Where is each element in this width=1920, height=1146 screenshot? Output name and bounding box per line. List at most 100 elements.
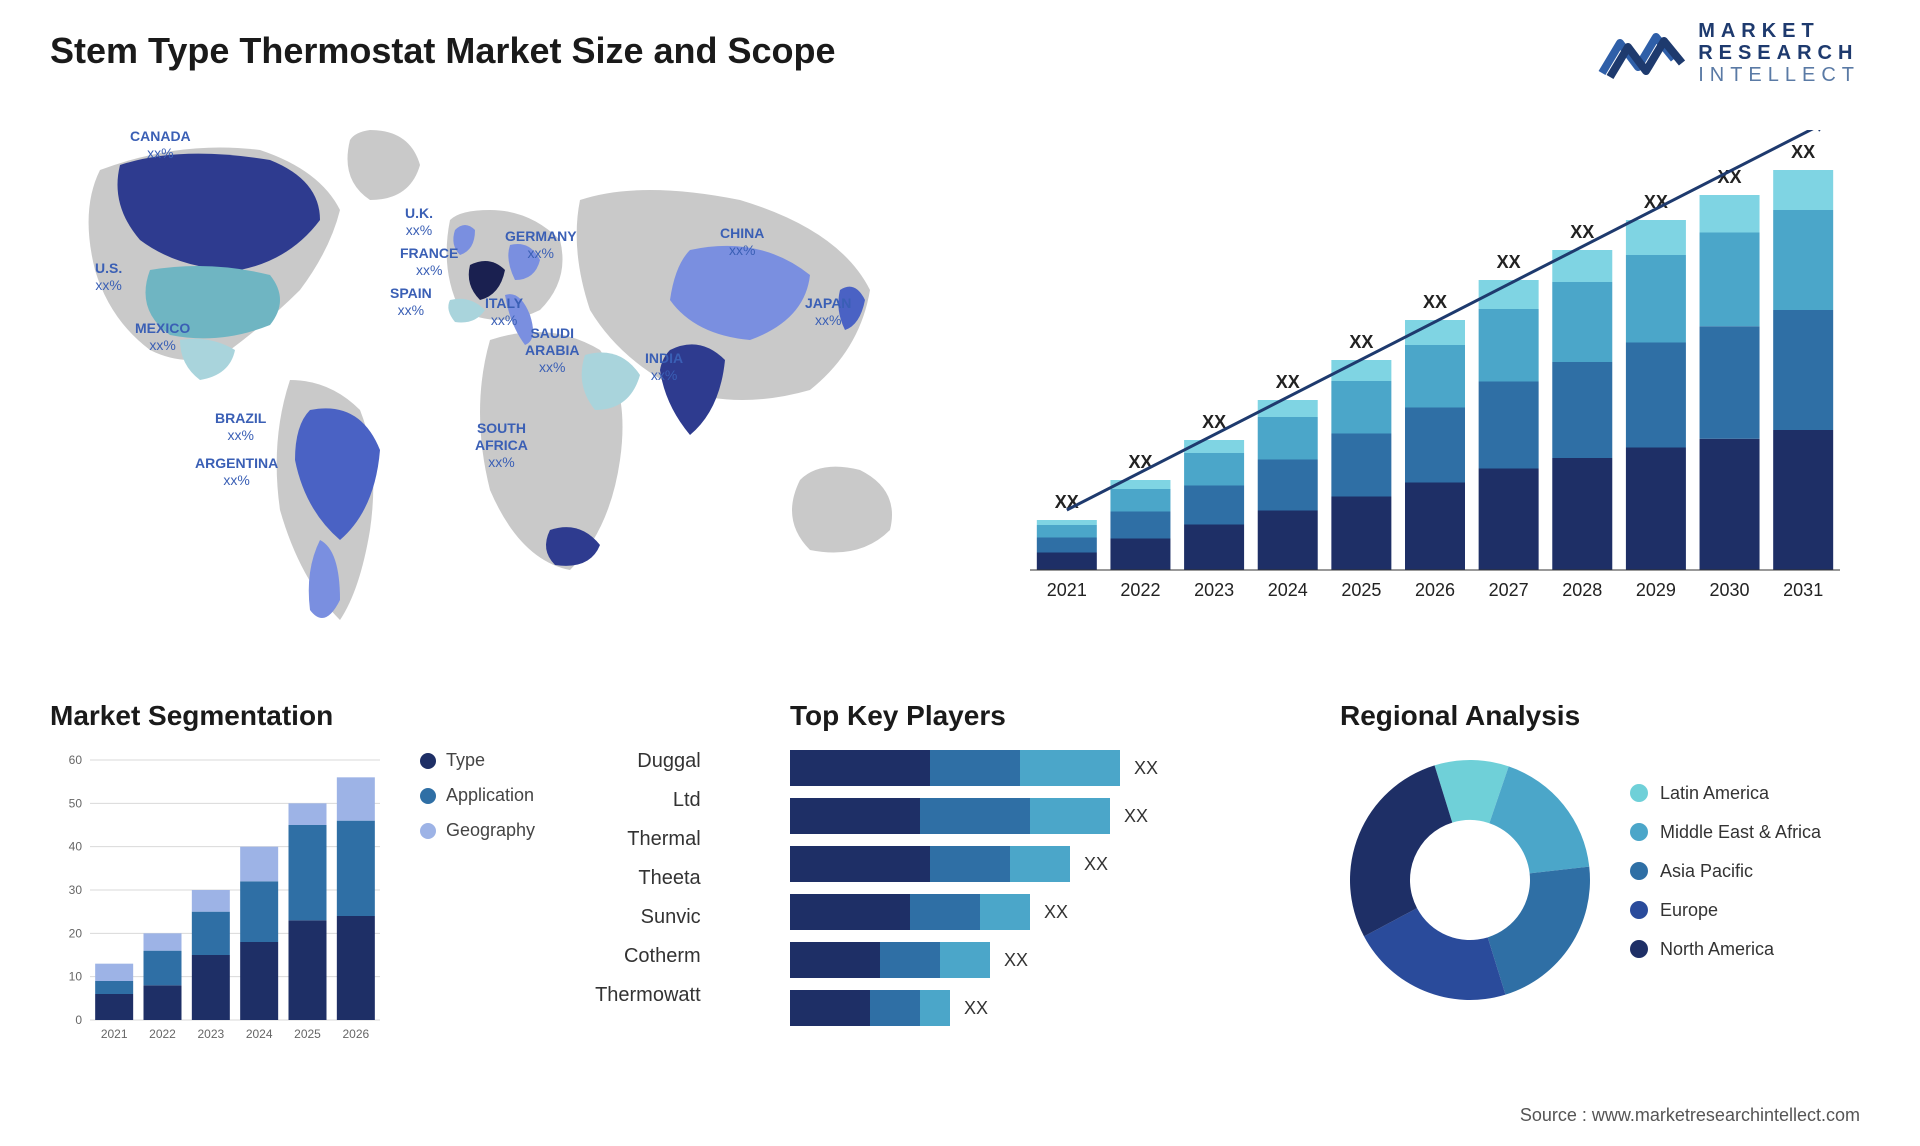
legend-label: Latin America xyxy=(1660,783,1769,804)
legend-item: Application xyxy=(420,785,535,806)
player-value: XX xyxy=(1084,854,1108,875)
svg-text:2021: 2021 xyxy=(101,1027,128,1041)
svg-text:2024: 2024 xyxy=(1268,580,1308,600)
svg-text:0: 0 xyxy=(75,1013,82,1027)
player-row: XX xyxy=(790,798,1300,834)
player-bar-segment xyxy=(1030,798,1110,834)
player-row: XX xyxy=(790,846,1300,882)
svg-text:XX: XX xyxy=(1423,292,1447,312)
player-bar xyxy=(790,846,1070,882)
svg-text:2024: 2024 xyxy=(246,1027,273,1041)
list-item: Thermowatt xyxy=(595,984,701,1007)
map-label: MEXICOxx% xyxy=(135,320,190,354)
legend-item: Europe xyxy=(1630,900,1821,921)
map-label: SPAINxx% xyxy=(390,285,432,319)
svg-text:30: 30 xyxy=(69,883,83,897)
player-bar-segment xyxy=(880,942,940,978)
legend-item: Latin America xyxy=(1630,783,1821,804)
svg-text:2031: 2031 xyxy=(1783,580,1823,600)
top-players-title: Top Key Players xyxy=(790,700,1300,732)
legend-swatch xyxy=(1630,862,1648,880)
growth-bar-chart: XX2021XX2022XX2023XX2024XX2025XX2026XX20… xyxy=(1010,130,1860,610)
list-item: Duggal xyxy=(595,750,701,773)
logo-text: MARKET RESEARCH INTELLECT xyxy=(1698,20,1860,86)
legend-swatch xyxy=(1630,901,1648,919)
legend-swatch xyxy=(1630,940,1648,958)
map-label: GERMANYxx% xyxy=(505,228,577,262)
map-label: CHINAxx% xyxy=(720,225,764,259)
page-title: Stem Type Thermostat Market Size and Sco… xyxy=(50,30,836,72)
list-item: Ltd xyxy=(595,789,701,812)
segmentation-chart: 0102030405060202120222023202420252026 xyxy=(50,750,390,1050)
player-bar-segment xyxy=(790,990,870,1026)
svg-text:10: 10 xyxy=(69,970,83,984)
player-value: XX xyxy=(1124,806,1148,827)
svg-text:2029: 2029 xyxy=(1636,580,1676,600)
svg-text:2021: 2021 xyxy=(1047,580,1087,600)
segmentation-side-list: DuggalLtdThermalTheetaSunvicCothermTherm… xyxy=(595,750,701,1023)
legend-item: Middle East & Africa xyxy=(1630,822,1821,843)
legend-label: Middle East & Africa xyxy=(1660,822,1821,843)
player-bar-segment xyxy=(940,942,990,978)
source-note: Source : www.marketresearchintellect.com xyxy=(1520,1105,1860,1126)
player-bar-segment xyxy=(790,750,930,786)
player-bar-segment xyxy=(930,750,1020,786)
legend-label: Type xyxy=(446,750,485,771)
svg-text:XX: XX xyxy=(1570,222,1594,242)
map-label: JAPANxx% xyxy=(805,295,851,329)
player-bar-segment xyxy=(790,846,930,882)
player-bar-segment xyxy=(920,990,950,1026)
legend-label: Geography xyxy=(446,820,535,841)
svg-text:50: 50 xyxy=(69,796,83,810)
player-bar xyxy=(790,990,950,1026)
map-label: FRANCExx% xyxy=(400,245,458,279)
svg-text:XX: XX xyxy=(1497,252,1521,272)
svg-text:20: 20 xyxy=(69,926,83,940)
player-bar-segment xyxy=(790,894,910,930)
map-label: BRAZILxx% xyxy=(215,410,266,444)
svg-text:XX: XX xyxy=(1791,142,1815,162)
map-label: U.K.xx% xyxy=(405,205,433,239)
legend-swatch xyxy=(420,788,436,804)
player-bar xyxy=(790,750,1120,786)
top-players-section: Top Key Players XXXXXXXXXXXX xyxy=(790,700,1300,1038)
legend-swatch xyxy=(1630,823,1648,841)
legend-swatch xyxy=(420,823,436,839)
regional-section: Regional Analysis Latin AmericaMiddle Ea… xyxy=(1340,700,1870,1010)
player-value: XX xyxy=(1004,950,1028,971)
regional-legend: Latin America Middle East & Africa Asia Pa… xyxy=(1630,783,1821,978)
player-bar-segment xyxy=(910,894,980,930)
legend-label: Application xyxy=(446,785,534,806)
map-label: SAUDIARABIAxx% xyxy=(525,325,579,375)
svg-text:2027: 2027 xyxy=(1489,580,1529,600)
list-item: Sunvic xyxy=(595,906,701,929)
map-label: U.S.xx% xyxy=(95,260,122,294)
svg-text:2023: 2023 xyxy=(1194,580,1234,600)
legend-label: Europe xyxy=(1660,900,1718,921)
regional-donut-chart xyxy=(1340,750,1600,1010)
segmentation-section: Market Segmentation 01020304050602021202… xyxy=(50,700,730,1050)
world-map: CANADAxx%U.S.xx%MEXICOxx%BRAZILxx%ARGENT… xyxy=(40,110,960,670)
player-bar-segment xyxy=(1020,750,1120,786)
list-item: Thermal xyxy=(595,828,701,851)
player-bar xyxy=(790,942,990,978)
legend-label: North America xyxy=(1660,939,1774,960)
svg-text:2030: 2030 xyxy=(1710,580,1750,600)
player-row: XX xyxy=(790,894,1300,930)
svg-text:XX: XX xyxy=(1349,332,1373,352)
map-label: CANADAxx% xyxy=(130,128,191,162)
svg-text:2026: 2026 xyxy=(1415,580,1455,600)
legend-label: Asia Pacific xyxy=(1660,861,1753,882)
player-bar-segment xyxy=(930,846,1010,882)
svg-text:2026: 2026 xyxy=(342,1027,369,1041)
player-bar xyxy=(790,798,1110,834)
player-value: XX xyxy=(1044,902,1068,923)
segmentation-title: Market Segmentation xyxy=(50,700,730,732)
svg-text:2028: 2028 xyxy=(1562,580,1602,600)
legend-swatch xyxy=(1630,784,1648,802)
svg-text:2025: 2025 xyxy=(294,1027,321,1041)
player-bar-segment xyxy=(790,942,880,978)
legend-item: Geography xyxy=(420,820,535,841)
player-bar-segment xyxy=(1010,846,1070,882)
player-bar xyxy=(790,894,1030,930)
